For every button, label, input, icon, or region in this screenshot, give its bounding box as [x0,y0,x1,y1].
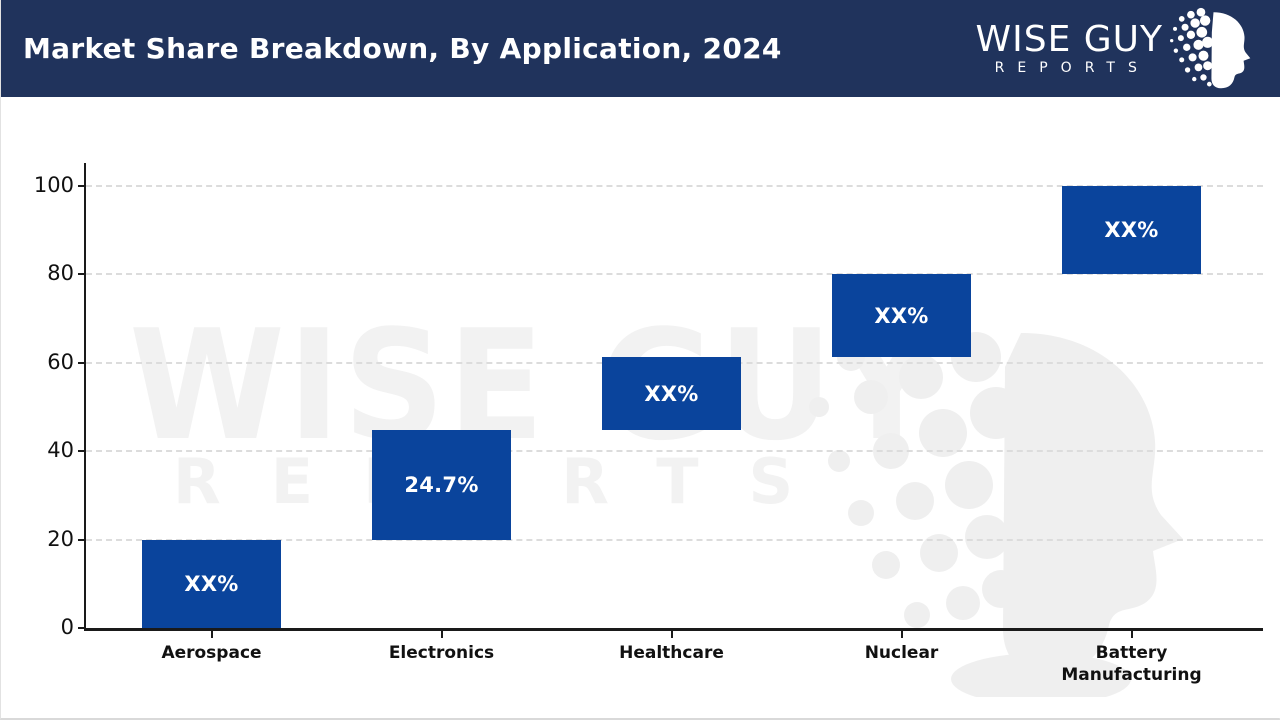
x-tick-healthcare [670,631,673,638]
dotted-head-profile-icon [1170,7,1251,88]
bar-value-label-electronics: 24.7% [404,473,479,497]
bar-value-label-aerospace: XX% [184,571,239,596]
bar-aerospace: XX% [142,539,281,628]
x-tick-battery-manufacturing [1130,631,1133,638]
x-label-nuclear: Nuclear [864,643,939,663]
bar-value-label-healthcare: XX% [644,381,699,406]
x-tick-electronics [440,631,443,638]
y-tick-100 [78,185,86,187]
gridline-40 [86,450,1263,453]
gridline-100 [86,185,1263,187]
y-tick-40 [78,450,86,453]
y-tick-label-80: 80 [47,261,74,286]
watermark-brand-name: WISE GUY [129,297,941,474]
y-tick-label-60: 60 [47,349,74,374]
y-tick-label-100: 100 [33,173,74,197]
y-tick-20 [78,538,86,541]
bar-electronics: 24.7% [372,430,511,540]
bar-battery-manufacturing: XX% [1062,186,1201,275]
dotted-head-profile-watermark [809,301,1183,697]
bar-value-label-battery-manufacturing: XX% [1104,218,1159,243]
y-tick-60 [78,361,86,364]
bar-healthcare: XX% [602,357,741,431]
x-label-electronics: Electronics [388,643,495,663]
brand-name: WISE GUY [975,19,1163,60]
y-tick-label-40: 40 [47,438,74,463]
brand-logo-text: WISE GUY REPORTS [975,19,1164,76]
brand-logo: WISE GUY REPORTS [976,7,1258,91]
y-tick-0 [78,627,86,629]
chart-title: Market Share Breakdown, By Application, … [23,32,782,65]
plot-area: WISE GUY REPORTS 020406080100XX%Aerospac… [1,97,1280,718]
bar-nuclear: XX% [832,274,971,358]
y-tick-80 [78,273,86,276]
gridline-20 [86,538,1263,541]
x-tick-aerospace [210,631,213,638]
brand-subname: REPORTS [994,60,1150,76]
header-bar: Market Share Breakdown, By Application, … [1,0,1280,97]
x-axis [84,628,1263,631]
y-tick-label-0: 0 [60,615,74,639]
bar-value-label-nuclear: XX% [874,303,929,328]
gridline-80 [86,273,1263,276]
y-tick-label-20: 20 [47,526,74,551]
y-axis [84,163,86,630]
x-tick-nuclear [900,631,903,638]
x-label-healthcare: Healthcare [619,643,724,663]
x-label-aerospace: Aerospace [161,643,262,663]
x-label-battery-manufacturing: Battery Manufacturing [1061,643,1202,685]
